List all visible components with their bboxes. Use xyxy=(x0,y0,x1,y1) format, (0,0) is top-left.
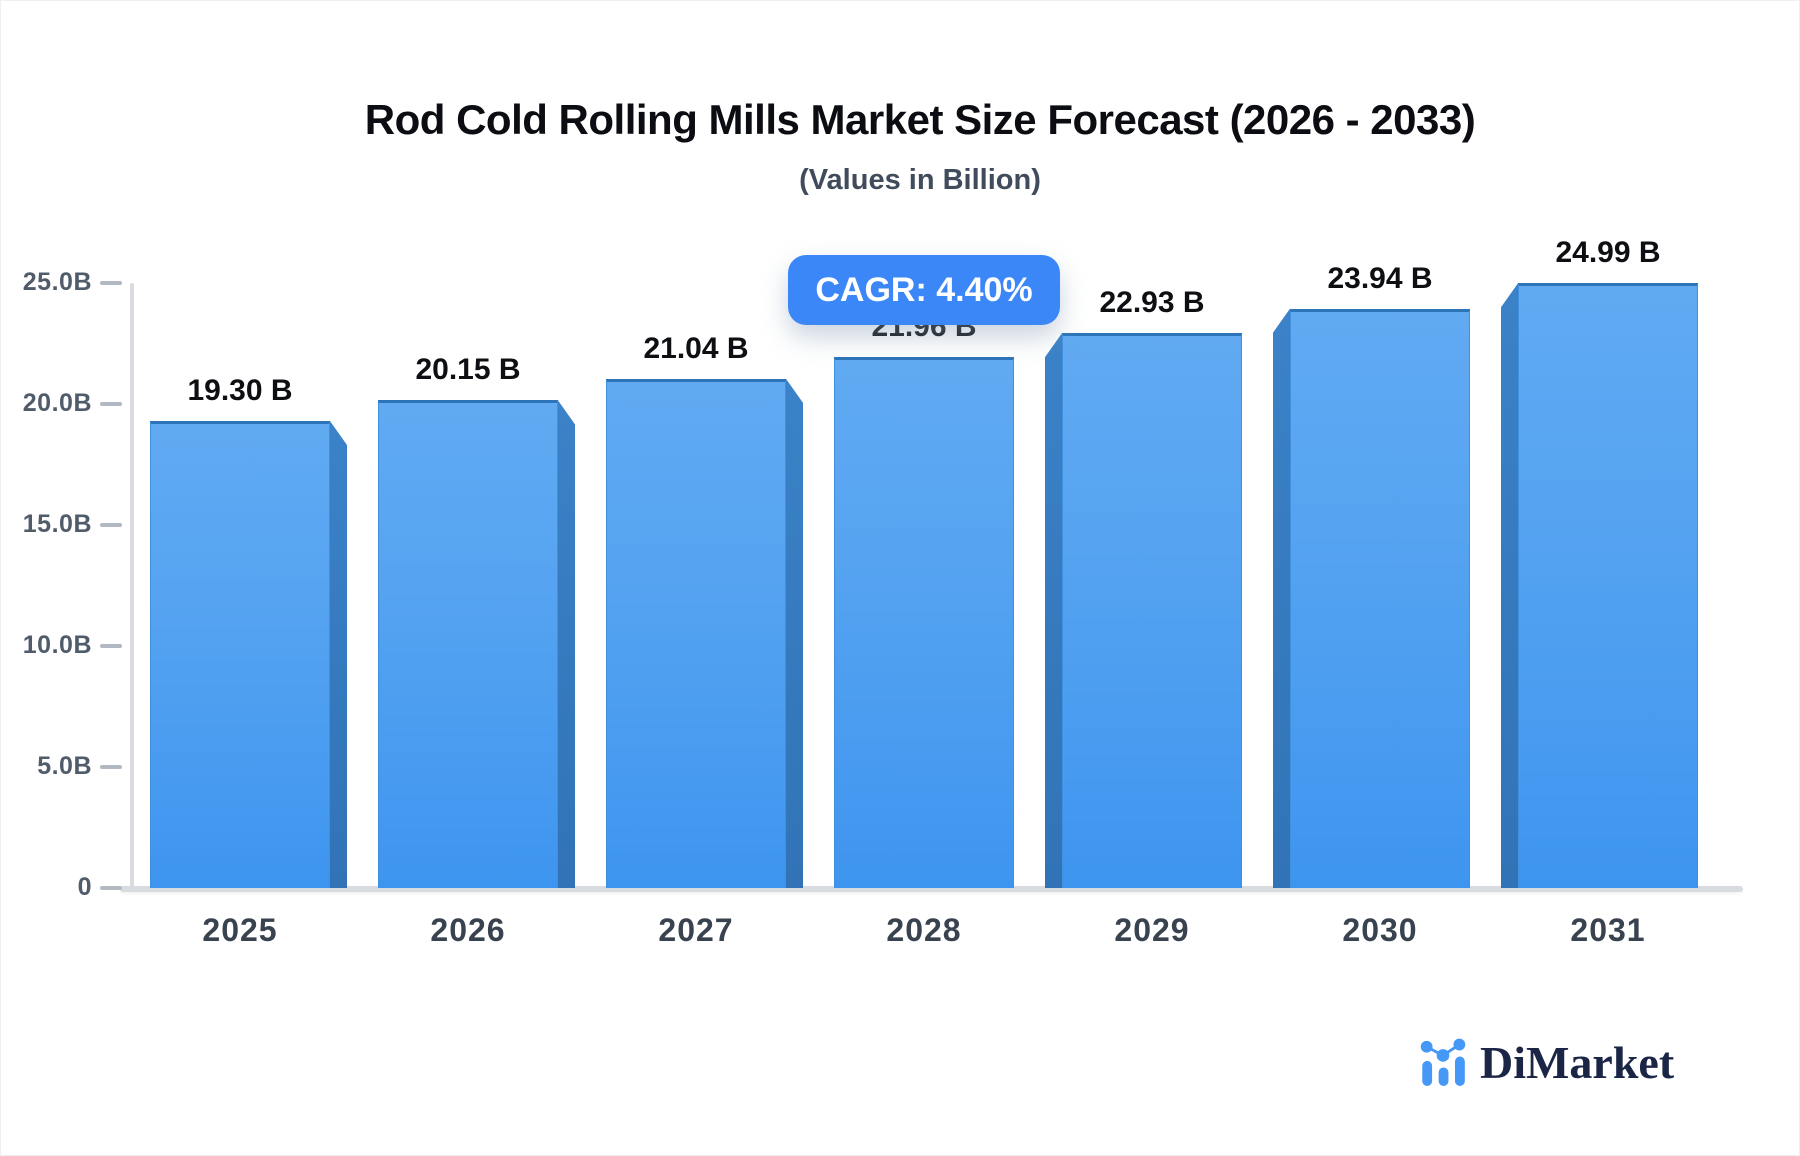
bar-2029 xyxy=(1062,333,1242,888)
bar-value-label-2030: 23.94 B xyxy=(1327,261,1433,295)
bar-2028 xyxy=(834,356,1014,888)
bar-3d-side-2025 xyxy=(330,420,347,888)
bar-2030 xyxy=(1290,308,1470,888)
y-axis-tick-dash xyxy=(100,402,122,406)
bar-3d-side-2030 xyxy=(1273,308,1290,888)
brand-logo: DiMarket xyxy=(1420,1038,1674,1086)
brand-logo-text: DiMarket xyxy=(1480,1037,1675,1088)
x-axis-label-2028: 2028 xyxy=(886,912,962,948)
y-axis-tick-dash xyxy=(100,765,122,769)
bar-3d-side-2027 xyxy=(786,378,803,888)
y-axis-tick-label: 20.0B xyxy=(22,389,92,417)
y-axis-tick-label: 10.0B xyxy=(22,631,92,659)
bar-value-label-2026: 20.15 B xyxy=(415,353,521,387)
x-axis-label-2030: 2030 xyxy=(1342,912,1418,948)
cagr-badge: CAGR: 4.40% xyxy=(788,255,1060,325)
cagr-badge-label: CAGR: 4.40% xyxy=(815,270,1033,309)
bar-2031 xyxy=(1518,283,1698,888)
y-axis-tick-label: 15.0B xyxy=(22,510,92,538)
x-axis-label-2027: 2027 xyxy=(658,912,734,948)
y-axis-tick-label: 0 xyxy=(77,873,92,901)
x-axis-label-2025: 2025 xyxy=(202,912,278,948)
y-axis-tick-dash xyxy=(100,644,122,648)
y-axis-tick-dash xyxy=(100,886,122,890)
bar-chart-with-dots-icon xyxy=(1420,1038,1466,1086)
bar-value-label-2025: 19.30 B xyxy=(187,373,293,407)
x-axis-label-2029: 2029 xyxy=(1114,912,1190,948)
chart-title: Rod Cold Rolling Mills Market Size Forec… xyxy=(364,96,1476,143)
y-axis-line xyxy=(130,283,134,888)
bar-value-label-2031: 24.99 B xyxy=(1555,236,1661,270)
bar-value-label-2027: 21.04 B xyxy=(643,331,749,365)
bar-3d-side-2029 xyxy=(1045,333,1062,888)
bar-3d-side-2026 xyxy=(558,400,575,888)
y-axis-tick-label: 25.0B xyxy=(22,268,92,296)
bar-2025 xyxy=(150,420,330,888)
x-axis-label-2026: 2026 xyxy=(430,912,506,948)
bar-value-label-2029: 22.93 B xyxy=(1099,286,1205,320)
x-axis-label-2031: 2031 xyxy=(1570,912,1646,948)
bar-2026 xyxy=(378,400,558,888)
x-axis-line xyxy=(120,886,1743,892)
bar-3d-side-2031 xyxy=(1501,283,1518,888)
bar-2027 xyxy=(606,378,786,888)
y-axis-tick-dash xyxy=(100,523,122,527)
y-axis-tick-dash xyxy=(100,281,122,285)
y-axis-tick-label: 5.0B xyxy=(37,752,92,780)
chart-subtitle: (Values in Billion) xyxy=(799,164,1041,196)
